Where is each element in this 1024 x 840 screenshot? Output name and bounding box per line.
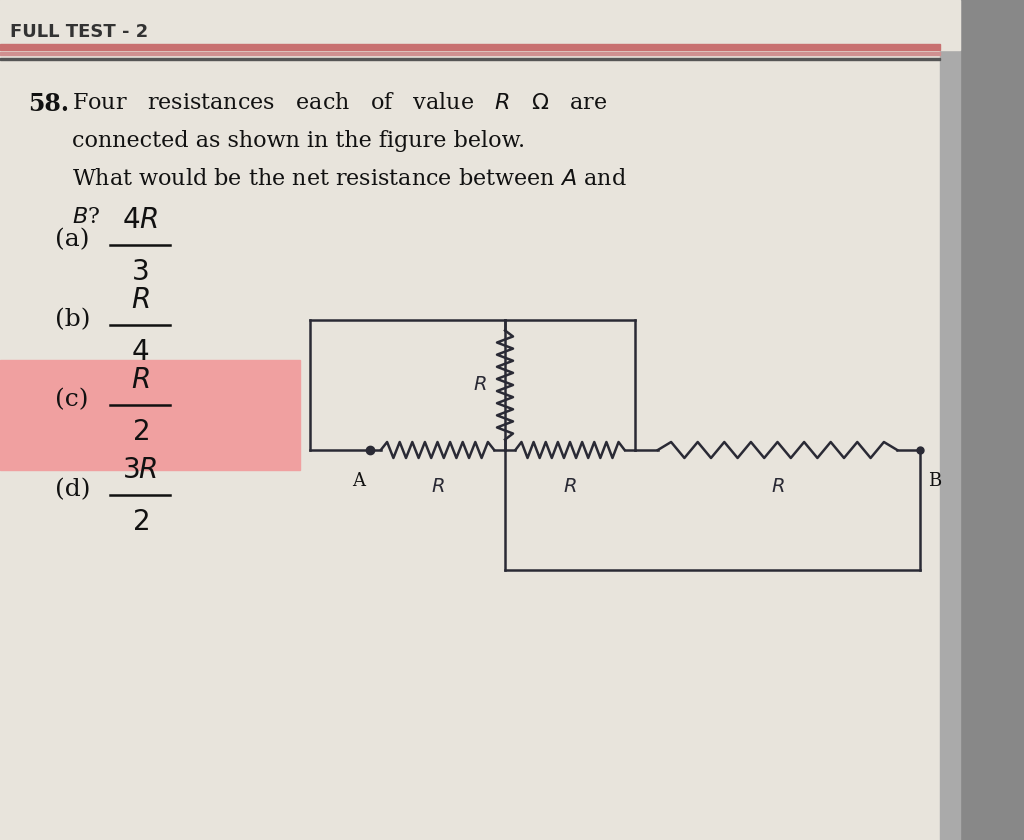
Text: $B$?: $B$? <box>72 206 100 228</box>
Text: $R$: $R$ <box>431 478 444 496</box>
Text: $R$: $R$ <box>131 366 150 393</box>
Text: $R$: $R$ <box>131 286 150 313</box>
Text: $R$: $R$ <box>563 478 577 496</box>
Bar <box>961 0 1024 840</box>
Bar <box>0 0 961 50</box>
Text: (a): (a) <box>55 228 89 251</box>
Text: FULL TEST - 2: FULL TEST - 2 <box>10 23 148 41</box>
Text: (b): (b) <box>55 308 90 332</box>
Text: $R$: $R$ <box>771 478 784 496</box>
Bar <box>940 0 961 840</box>
Text: $4R$: $4R$ <box>122 207 158 234</box>
Text: 58.: 58. <box>28 92 69 116</box>
Bar <box>0 52 940 55</box>
Bar <box>0 44 940 50</box>
Bar <box>0 58 940 60</box>
Text: (d): (d) <box>55 479 90 501</box>
Text: $3$: $3$ <box>131 259 148 286</box>
Text: B: B <box>928 472 941 490</box>
Bar <box>0 360 300 470</box>
Text: Four   resistances   each   of   value   $R$   $\Omega$   are: Four resistances each of value $R$ $\Ome… <box>72 92 607 114</box>
Text: $3R$: $3R$ <box>122 456 158 484</box>
Text: A: A <box>352 472 365 490</box>
Text: connected as shown in the figure below.: connected as shown in the figure below. <box>72 130 525 152</box>
Text: $2$: $2$ <box>131 508 148 536</box>
Text: $2$: $2$ <box>131 418 148 445</box>
Text: (c): (c) <box>55 388 88 412</box>
Text: $R$: $R$ <box>473 376 487 394</box>
Text: $4$: $4$ <box>131 339 150 365</box>
Text: What would be the net resistance between $A$ and: What would be the net resistance between… <box>72 168 627 190</box>
